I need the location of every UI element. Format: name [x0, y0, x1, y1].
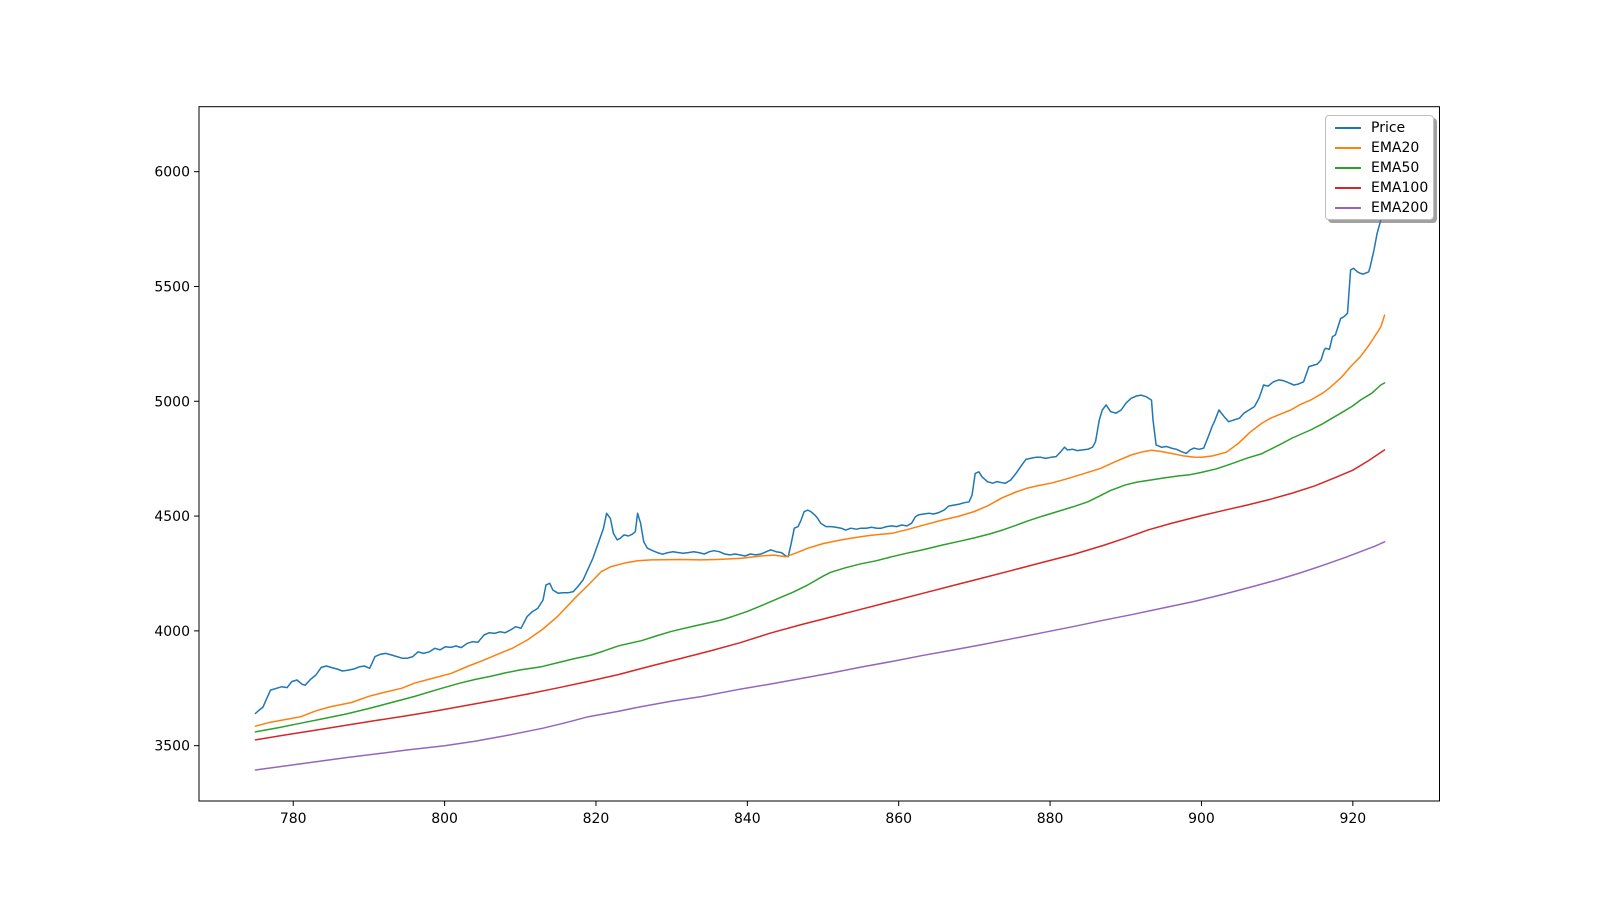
legend-entry-ema20: EMA20 — [1326, 138, 1433, 158]
x-tick-label: 860 — [885, 811, 912, 827]
y-tick-label: 4500 — [154, 509, 190, 525]
series-line-ema200 — [254, 541, 1386, 771]
y-tick-label: 6000 — [154, 165, 190, 181]
series-line-ema50 — [254, 382, 1386, 733]
legend-entry-ema100: EMA100 — [1326, 178, 1433, 198]
legend-label-ema20: EMA20 — [1371, 139, 1420, 156]
legend-entry-ema200: EMA200 — [1326, 198, 1433, 218]
ema20-line-swatch — [1335, 146, 1361, 149]
x-tick-label: 800 — [431, 811, 458, 827]
y-tick-label: 5000 — [154, 394, 190, 410]
x-tick-label: 920 — [1339, 811, 1366, 827]
legend-entry-price: Price — [1326, 118, 1433, 138]
x-tick-label: 840 — [734, 811, 761, 827]
ema50-line-swatch — [1335, 166, 1361, 169]
y-tick-label: 4000 — [154, 624, 190, 640]
y-tick-label: 3500 — [154, 739, 190, 755]
x-tick-label: 780 — [280, 811, 307, 827]
legend-label-ema200: EMA200 — [1371, 199, 1429, 216]
legend-label-ema100: EMA100 — [1371, 179, 1429, 196]
legend-label-ema50: EMA50 — [1371, 159, 1420, 176]
legend-box: Price EMA20 EMA50 EMA100 EMA200 — [1325, 115, 1434, 220]
x-tick-label: 900 — [1188, 811, 1215, 827]
price-line-swatch — [1335, 126, 1361, 129]
ema200-line-swatch — [1335, 206, 1361, 209]
legend-entry-ema50: EMA50 — [1326, 158, 1433, 178]
x-tick-label: 820 — [583, 811, 610, 827]
legend-label-price: Price — [1371, 119, 1406, 136]
axes-frame — [198, 106, 1440, 802]
series-line-ema20 — [254, 314, 1386, 727]
series-line-price — [254, 137, 1384, 715]
series-line-ema100 — [254, 449, 1386, 741]
y-tick-label: 5500 — [154, 279, 190, 295]
x-tick-label: 880 — [1037, 811, 1064, 827]
ema100-line-swatch — [1335, 186, 1361, 189]
